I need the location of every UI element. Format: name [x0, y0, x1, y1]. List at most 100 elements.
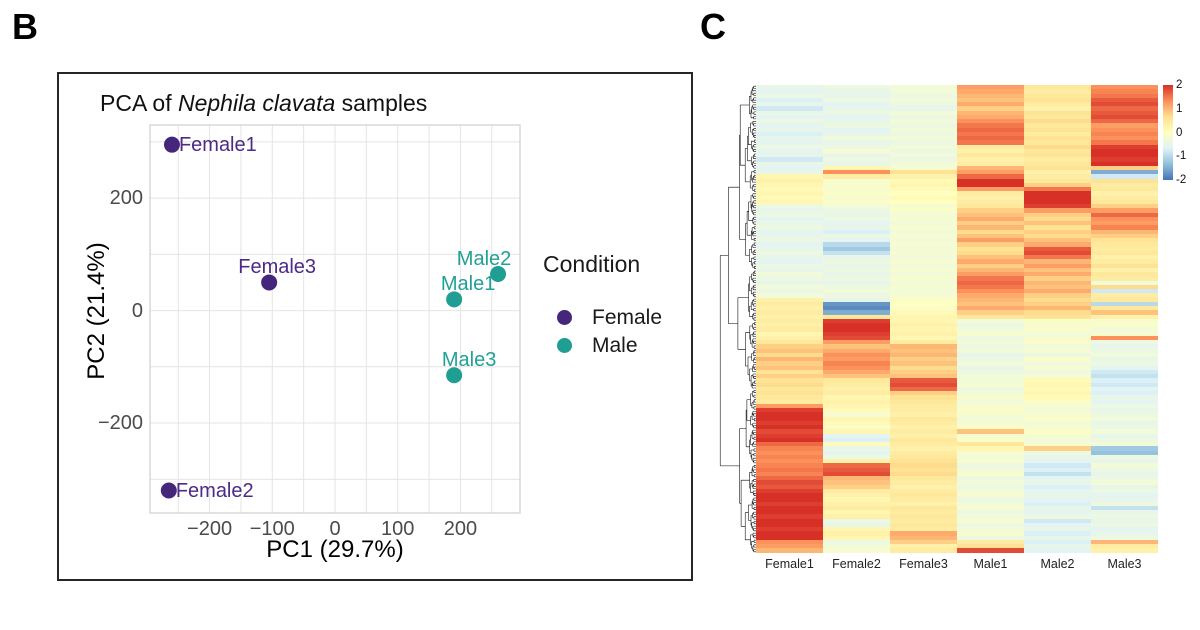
heatmap-column-labels: Female1 Female2 Female3 Male1 Male2 Male3 [756, 557, 1158, 573]
heatmap-cell [957, 161, 1024, 166]
heatmap-cell [823, 250, 890, 255]
heatmap-row [756, 170, 1158, 175]
heatmap-cell [756, 165, 823, 170]
heatmap-cell [957, 501, 1024, 506]
heatmap-cell [756, 412, 823, 417]
heatmap-cell [890, 114, 957, 119]
heatmap-cell [1024, 548, 1091, 553]
heatmap-cell [756, 289, 823, 294]
y-tick-label: −200 [97, 412, 143, 435]
heatmap-cell [890, 450, 957, 455]
heatmap-cell [890, 233, 957, 238]
heatmap-row [756, 331, 1158, 336]
heatmap-cell [957, 263, 1024, 268]
heatmap-cell [957, 127, 1024, 132]
heatmap-cell [890, 199, 957, 204]
heatmap-cell [823, 318, 890, 323]
heatmap-cell [1024, 301, 1091, 306]
heatmap-cell [957, 289, 1024, 294]
heatmap-cell [756, 97, 823, 102]
heatmap-cell [756, 208, 823, 213]
heatmap-cell [756, 182, 823, 187]
heatmap-cell [957, 344, 1024, 349]
pca-point-label-female3: Female3 [238, 256, 317, 279]
heatmap-cell [957, 306, 1024, 311]
heatmap-cell [1024, 195, 1091, 200]
heatmap-cell [756, 476, 823, 481]
y-tick-label: 0 [131, 299, 143, 322]
heatmap-cell [823, 272, 890, 277]
heatmap-cell [1091, 454, 1158, 459]
heatmap-cell [823, 369, 890, 374]
heatmap-cell [1091, 467, 1158, 472]
heatmap-cell [1091, 216, 1158, 221]
heatmap-cell [1091, 403, 1158, 408]
heatmap-cell [823, 306, 890, 311]
heatmap-row [756, 335, 1158, 340]
heatmap-cell [1024, 399, 1091, 404]
heatmap-cell [957, 225, 1024, 230]
heatmap-cell [890, 331, 957, 336]
row-dendrogram [719, 85, 756, 553]
heatmap-cell [890, 119, 957, 124]
heatmap-cell [756, 263, 823, 268]
heatmap-cell [890, 225, 957, 230]
heatmap-cell [957, 352, 1024, 357]
heatmap-cell [957, 297, 1024, 302]
heatmap-row [756, 250, 1158, 255]
heatmap-cell [957, 378, 1024, 383]
heatmap-cell [756, 548, 823, 553]
heatmap-cell [890, 459, 957, 464]
dendrogram-branches [719, 85, 756, 553]
heatmap-row [756, 136, 1158, 141]
heatmap-cell [823, 102, 890, 107]
heatmap-cell [823, 382, 890, 387]
heatmap-cell [1091, 165, 1158, 170]
heatmap-cell [823, 497, 890, 502]
heatmap-cell [756, 174, 823, 179]
heatmap-cell [1091, 97, 1158, 102]
heatmap-cell [890, 242, 957, 247]
heatmap-cell [1091, 187, 1158, 192]
heatmap-cell [1091, 119, 1158, 124]
heatmap-cell [823, 314, 890, 319]
heatmap-cell [823, 85, 890, 90]
heatmap-cell [1091, 548, 1158, 553]
heatmap-cell [957, 293, 1024, 298]
heatmap-cell [1024, 284, 1091, 289]
heatmap-cell [890, 170, 957, 175]
heatmap-cell [890, 187, 957, 192]
heatmap-cell [1091, 225, 1158, 230]
heatmap-cell [1091, 518, 1158, 523]
heatmap-cell [890, 416, 957, 421]
heatmap-cell [1091, 471, 1158, 476]
heatmap-cell [1091, 140, 1158, 145]
heatmap-cell [890, 301, 957, 306]
heatmap-cell [1024, 123, 1091, 128]
heatmap-cell [957, 276, 1024, 281]
heatmap-cell [957, 497, 1024, 502]
heatmap-row [756, 204, 1158, 209]
heatmap-cell [1024, 454, 1091, 459]
heatmap-cell [1024, 505, 1091, 510]
heatmap-cell [1024, 420, 1091, 425]
heatmap-cell [1024, 395, 1091, 400]
x-tick-label: −100 [249, 518, 295, 540]
heatmap-cell [756, 161, 823, 166]
heatmap-row [756, 216, 1158, 221]
panel-b-label: B [12, 6, 38, 47]
heatmap-cell [890, 467, 957, 472]
heatmap-cell [823, 246, 890, 251]
heatmap-row [756, 476, 1158, 481]
heatmap-cell [1024, 250, 1091, 255]
heatmap-row [756, 314, 1158, 319]
heatmap-cell [957, 527, 1024, 532]
heatmap-row [756, 382, 1158, 387]
heatmap-cell [1091, 420, 1158, 425]
heatmap-cell [957, 412, 1024, 417]
heatmap-column-label: Female1 [765, 557, 814, 571]
heatmap-cell [756, 144, 823, 149]
heatmap-cell [1091, 442, 1158, 447]
heatmap-row [756, 459, 1158, 464]
heatmap-cell [1024, 216, 1091, 221]
